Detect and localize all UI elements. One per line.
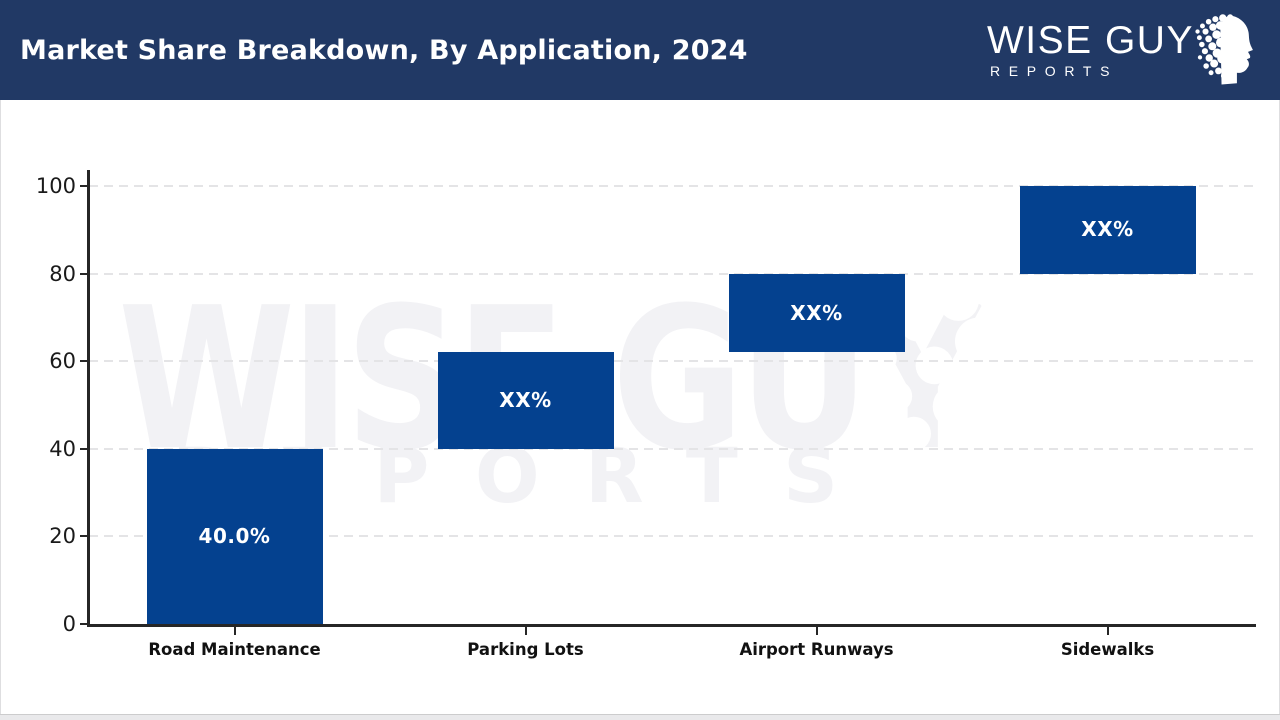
y-axis-tick	[80, 623, 89, 625]
y-axis-tick	[80, 360, 89, 363]
gridline	[89, 535, 1253, 538]
header-bar: Market Share Breakdown, By Application, …	[0, 0, 1280, 100]
x-axis-tick	[1106, 627, 1109, 635]
left-border	[0, 100, 1, 714]
x-axis-tick	[815, 627, 818, 635]
category-label-parking-lots: Parking Lots	[467, 640, 584, 659]
gridline	[89, 185, 1253, 187]
bar-value-label: XX%	[1081, 217, 1134, 241]
bar-value-label: 40.0%	[198, 523, 271, 548]
gridline	[89, 272, 1253, 275]
page-title: Market Share Breakdown, By Application, …	[20, 34, 748, 66]
bar-value-label: XX%	[790, 300, 843, 325]
logo-reports-text: REPORTS	[989, 63, 1119, 79]
y-axis-tick-label: 80	[49, 261, 76, 286]
category-label-airport-runways: Airport Runways	[739, 640, 894, 659]
y-axis-tick	[80, 185, 89, 187]
y-axis-tick	[80, 272, 89, 275]
gridline	[89, 360, 1253, 363]
bar-road-maintenance	[146, 448, 323, 624]
x-axis-tick	[233, 627, 236, 635]
y-axis-tick-label: 60	[49, 349, 76, 374]
category-label-sidewalks: Sidewalks	[1060, 640, 1155, 659]
bottom-border	[0, 714, 1280, 715]
y-axis-tick	[80, 447, 89, 450]
logo-wiseguy-text: WISE GUY	[986, 19, 1194, 62]
wiseguy-logo: WISE GUY REPORTS	[987, 14, 1256, 86]
y-axis-tick	[80, 535, 89, 538]
bar-value-label: XX%	[499, 388, 552, 413]
wiseguy-logo-text: WISE GUY REPORTS	[987, 21, 1194, 79]
gridline	[89, 447, 1253, 450]
y-axis-tick-label: 100	[35, 174, 76, 198]
x-axis-line	[87, 624, 1256, 627]
y-axis-line	[87, 170, 90, 627]
category-label-road-maintenance: Road Maintenance	[148, 640, 321, 659]
y-axis-tick-label: 0	[62, 612, 76, 636]
x-axis-tick	[524, 627, 527, 635]
y-axis-tick-label: 40	[49, 436, 76, 461]
bottom-strip	[0, 715, 1280, 720]
wiseguy-head-icon	[1195, 14, 1253, 85]
y-axis-tick-label: 20	[49, 524, 76, 549]
bar-parking-lots	[437, 352, 614, 449]
